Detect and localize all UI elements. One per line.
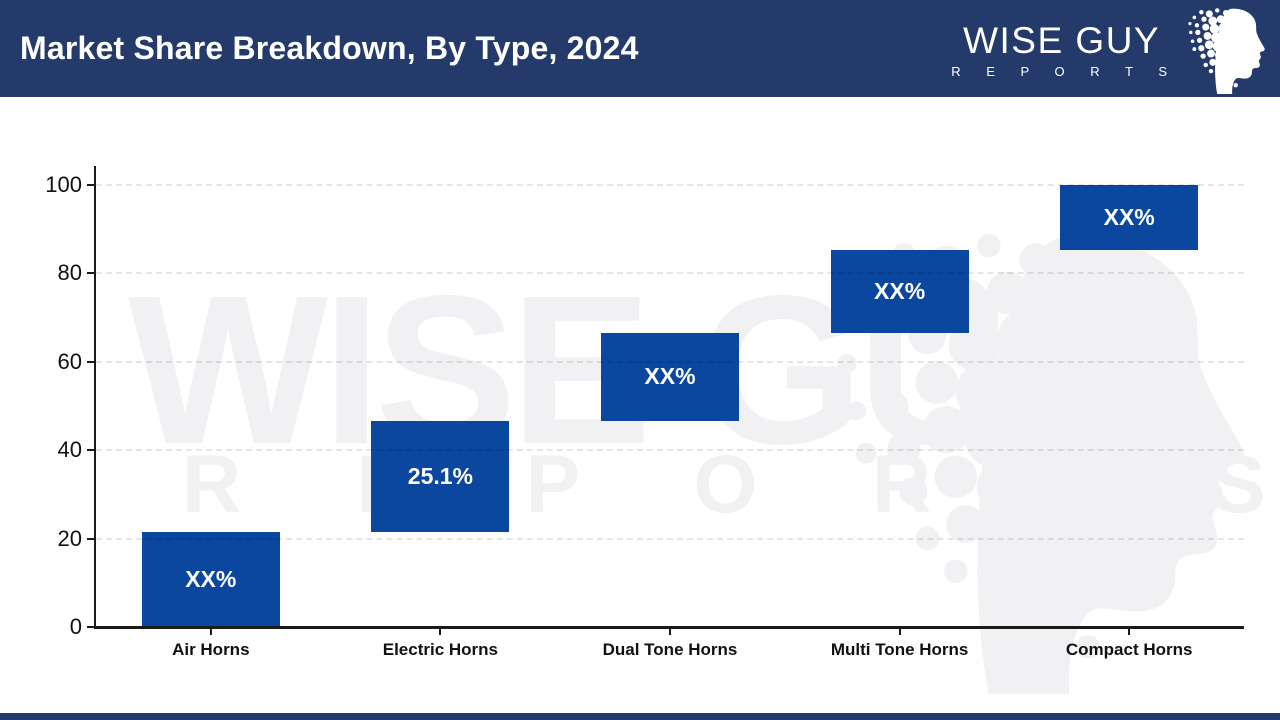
page-title: Market Share Breakdown, By Type, 2024 <box>20 30 639 66</box>
x-axis-tick <box>669 627 671 635</box>
y-axis-line <box>94 166 96 629</box>
bar-multi-tone-horns: XX% <box>830 249 969 334</box>
gridline-100 <box>96 183 1244 186</box>
header-bar: Market Share Breakdown, By Type, 2024 WI… <box>0 0 1280 97</box>
x-axis-tick <box>439 627 442 635</box>
x-category-label-multi-tone-horns: Multi Tone Horns <box>830 640 969 659</box>
bar-value-label: 25.1% <box>407 462 473 489</box>
y-axis-tick <box>87 537 96 540</box>
bar-value-label: XX% <box>185 565 237 592</box>
x-category-label-compact-horns: Compact Horns <box>1065 640 1193 659</box>
y-tick-label: 40 <box>57 437 82 462</box>
x-category-label-air-horns: Air Horns <box>172 640 250 659</box>
x-axis-tick <box>898 627 901 635</box>
gridline-40 <box>96 449 1244 451</box>
wise-guy-head-icon <box>1188 8 1265 94</box>
logo-name-text: WISE GUY <box>963 20 1161 61</box>
x-category-label-electric-horns: Electric Horns <box>382 640 499 659</box>
logo-text: WISE GUY R E P O R T S <box>945 22 1178 78</box>
wise-guy-logo: WISE GUY R E P O R T S <box>945 4 1270 96</box>
x-axis-line <box>94 626 1244 629</box>
y-tick-label: 0 <box>69 614 82 639</box>
bar-value-label: XX% <box>874 278 926 305</box>
bar-air-horns: XX% <box>141 531 280 627</box>
bar-value-label: XX% <box>1103 203 1155 230</box>
x-axis-tick <box>209 627 212 635</box>
y-tick-label: 20 <box>57 525 82 551</box>
x-axis-tick <box>1128 627 1131 635</box>
y-tick-label: 100 <box>45 171 82 197</box>
logo-sub-text: R E P O R T S <box>951 64 1178 79</box>
x-category-label-dual-tone-horns: Dual Tone Horns <box>602 640 738 659</box>
chart-plot-area: XX% 25.1% XX% XX% XX% 0 20 40 60 80 100 Air Horns El… <box>0 97 1280 713</box>
bar-dual-tone-horns: XX% <box>601 333 739 421</box>
y-axis-tick <box>87 626 96 628</box>
y-tick-label: 60 <box>57 348 82 374</box>
gridline-20 <box>96 537 1244 540</box>
gridline-60 <box>96 360 1244 363</box>
footer-bar <box>0 713 1280 720</box>
y-axis-tick <box>87 272 96 274</box>
y-axis-tick <box>87 449 96 451</box>
bar-compact-horns: XX% <box>1060 184 1199 250</box>
bar-electric-horns: 25.1% <box>371 420 510 532</box>
bar-value-label: XX% <box>644 363 696 390</box>
gridline-80 <box>96 272 1244 274</box>
y-tick-label: 80 <box>57 260 82 285</box>
y-axis-tick <box>87 183 96 186</box>
y-axis-tick <box>87 360 96 363</box>
